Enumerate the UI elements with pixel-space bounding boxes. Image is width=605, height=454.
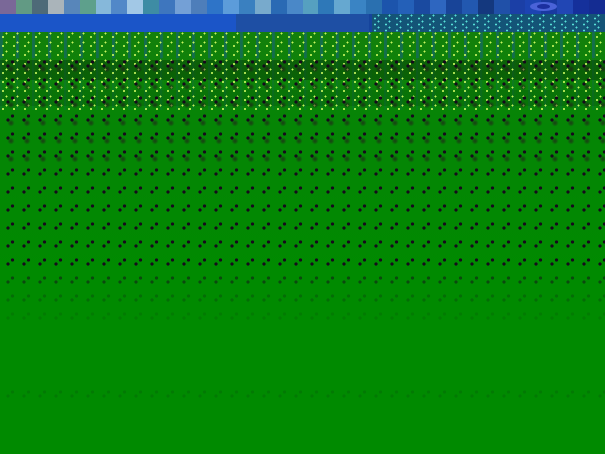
glitch-block xyxy=(557,0,574,14)
glitch-block xyxy=(461,0,478,14)
glitch-block xyxy=(206,0,223,14)
glitch-block xyxy=(429,0,446,14)
glitch-block xyxy=(95,0,112,14)
glitch-block xyxy=(318,0,335,14)
glitch-block xyxy=(175,0,192,14)
glitch-block xyxy=(589,0,605,14)
glitch-block xyxy=(15,0,32,14)
glitch-block xyxy=(0,0,16,14)
sky-segment xyxy=(0,14,236,32)
glitch-block xyxy=(445,0,462,14)
glitch-block xyxy=(302,0,319,14)
glitch-block-strip xyxy=(0,0,605,14)
glitch-block xyxy=(222,0,239,14)
glitch-block xyxy=(47,0,64,14)
dot-grid-fade-3 xyxy=(0,308,605,326)
glitch-block xyxy=(127,0,144,14)
glitch-block xyxy=(382,0,399,14)
glitch-block xyxy=(509,0,526,14)
glitch-block xyxy=(63,0,80,14)
green-playfield xyxy=(0,32,605,454)
sky-segment xyxy=(235,14,370,32)
glitch-block xyxy=(79,0,96,14)
glitch-block xyxy=(238,0,255,14)
glitch-block xyxy=(254,0,271,14)
glitch-block xyxy=(573,0,590,14)
glitch-block xyxy=(270,0,287,14)
dot-grid-fade-2 xyxy=(0,290,605,308)
glitch-block xyxy=(366,0,383,14)
glitch-block xyxy=(143,0,160,14)
glitch-highlight-oval xyxy=(530,2,557,11)
glitch-block xyxy=(477,0,494,14)
glitch-highlight-oval-core xyxy=(537,4,550,9)
glitch-block xyxy=(493,0,510,14)
cyan-sparkle-overlay xyxy=(372,14,605,32)
glitch-block xyxy=(286,0,303,14)
glitch-block xyxy=(159,0,176,14)
glitch-block xyxy=(350,0,367,14)
glitch-block xyxy=(334,0,351,14)
glitch-block xyxy=(191,0,207,14)
dot-grid-distant-row xyxy=(0,386,605,404)
dot-grid-main xyxy=(0,56,605,272)
dot-grid-fade-1 xyxy=(0,272,605,290)
glitch-block xyxy=(31,0,48,14)
glitch-block xyxy=(413,0,430,14)
glitch-block xyxy=(398,0,414,14)
glitch-block xyxy=(111,0,128,14)
